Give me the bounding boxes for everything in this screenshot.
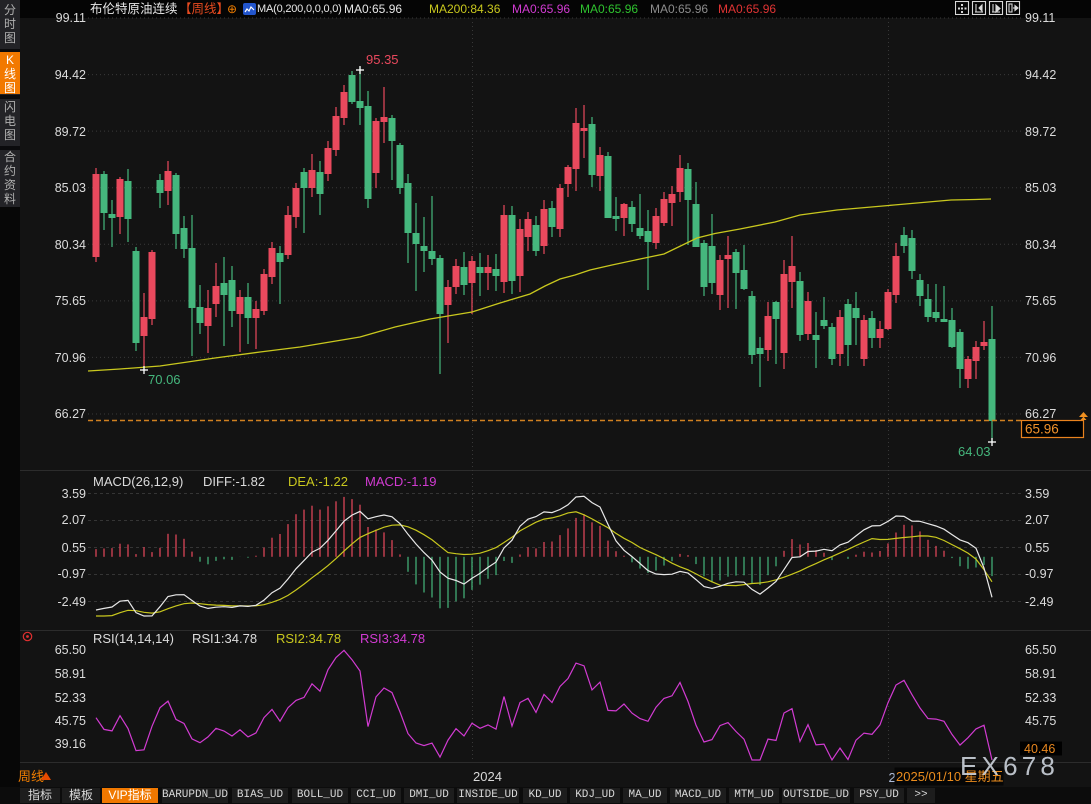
svg-text:80.34: 80.34 <box>55 238 86 252</box>
svg-text:66.27: 66.27 <box>55 407 86 421</box>
svg-text:99.11: 99.11 <box>56 11 86 25</box>
svg-text:94.42: 94.42 <box>1025 68 1056 82</box>
svg-text:39.16: 39.16 <box>55 737 86 751</box>
svg-text:40.46: 40.46 <box>1024 742 1055 756</box>
svg-text:45.75: 45.75 <box>1025 714 1056 728</box>
svg-text:-0.97: -0.97 <box>58 567 87 581</box>
svg-text:周线: 周线 <box>18 769 44 784</box>
svg-text:0.55: 0.55 <box>62 541 86 555</box>
svg-text:95.35: 95.35 <box>366 52 399 67</box>
svg-text:65.96: 65.96 <box>1025 422 1059 437</box>
svg-text:-2.49: -2.49 <box>1025 595 1054 609</box>
svg-text:99.11: 99.11 <box>1025 11 1055 25</box>
svg-text:89.72: 89.72 <box>1025 125 1056 139</box>
svg-text:2025/01/10 星期五: 2025/01/10 星期五 <box>896 769 1004 784</box>
svg-text:70.96: 70.96 <box>55 351 86 365</box>
svg-text:70.06: 70.06 <box>148 372 181 387</box>
svg-text:64.03: 64.03 <box>958 444 991 459</box>
svg-text:45.75: 45.75 <box>55 714 86 728</box>
svg-text:-0.97: -0.97 <box>1025 567 1054 581</box>
svg-text:94.42: 94.42 <box>55 68 86 82</box>
svg-text:65.50: 65.50 <box>55 643 86 657</box>
svg-text:0.55: 0.55 <box>1025 541 1049 555</box>
svg-text:89.72: 89.72 <box>55 125 86 139</box>
svg-text:2.07: 2.07 <box>1025 513 1049 527</box>
svg-text:-2.49: -2.49 <box>58 595 87 609</box>
svg-text:58.91: 58.91 <box>55 667 86 681</box>
svg-text:52.33: 52.33 <box>1025 691 1056 705</box>
svg-text:EX678: EX678 <box>960 751 1059 781</box>
svg-text:66.27: 66.27 <box>1025 407 1056 421</box>
svg-text:65.50: 65.50 <box>1025 643 1056 657</box>
svg-text:2.07: 2.07 <box>62 513 86 527</box>
svg-text:70.96: 70.96 <box>1025 351 1056 365</box>
svg-text:3.59: 3.59 <box>1025 487 1049 501</box>
svg-text:2024: 2024 <box>473 769 502 784</box>
svg-text:75.65: 75.65 <box>55 294 86 308</box>
svg-text:85.03: 85.03 <box>1025 181 1056 195</box>
svg-text:80.34: 80.34 <box>1025 238 1056 252</box>
svg-text:3.59: 3.59 <box>62 487 86 501</box>
svg-text:58.91: 58.91 <box>1025 667 1056 681</box>
svg-text:52.33: 52.33 <box>55 691 86 705</box>
svg-text:85.03: 85.03 <box>55 181 86 195</box>
svg-text:75.65: 75.65 <box>1025 294 1056 308</box>
